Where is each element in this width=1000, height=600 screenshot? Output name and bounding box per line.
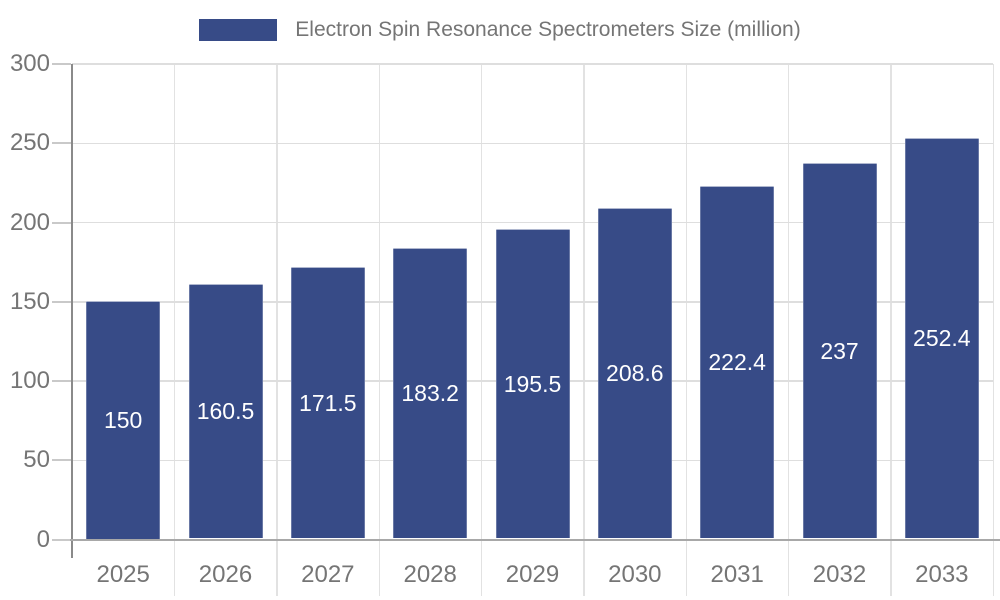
bar-value-label: 252.4 — [913, 325, 971, 352]
vertical-gridline — [890, 64, 892, 596]
horizontal-gridline — [72, 63, 993, 65]
x-axis-line — [70, 538, 1000, 541]
horizontal-gridline — [72, 221, 993, 224]
bar[interactable]: 183.2 — [393, 248, 468, 539]
horizontal-gridline — [72, 142, 993, 144]
legend-label: Electron Spin Resonance Spectrometers Si… — [295, 18, 801, 41]
x-axis-label: 2033 — [915, 561, 969, 588]
bar[interactable]: 195.5 — [495, 228, 570, 539]
vertical-gridline — [276, 64, 278, 596]
y-axis-label: 300 — [9, 50, 50, 77]
bar[interactable]: 160.5 — [188, 284, 263, 539]
y-axis-line — [70, 64, 73, 558]
bar-value-label: 222.4 — [708, 349, 766, 376]
bar-value-label: 183.2 — [401, 380, 459, 407]
bar-value-label: 237 — [820, 337, 859, 364]
bar-value-label: 208.6 — [606, 360, 664, 387]
x-axis-label: 2029 — [505, 561, 560, 588]
vertical-gridline — [992, 64, 994, 596]
bar-value-label: 150 — [103, 406, 143, 433]
x-axis-label: 2032 — [812, 561, 867, 588]
bar[interactable]: 208.6 — [597, 207, 672, 539]
y-axis-tick — [52, 380, 71, 382]
y-axis-tick — [52, 459, 71, 462]
y-axis-tick — [52, 221, 71, 224]
vertical-gridline — [480, 64, 483, 596]
bar-value-label: 171.5 — [299, 389, 357, 416]
bar[interactable]: 222.4 — [700, 185, 775, 539]
y-axis-label: 250 — [9, 129, 50, 157]
y-axis-label: 100 — [9, 367, 50, 394]
x-axis-label: 2028 — [403, 561, 457, 588]
y-axis-tick — [52, 142, 71, 145]
vertical-gridline — [378, 64, 380, 596]
bar[interactable]: 237 — [802, 162, 877, 539]
x-axis-label: 2030 — [608, 561, 662, 588]
bar[interactable]: 252.4 — [904, 138, 979, 539]
x-axis-label: 2031 — [710, 561, 764, 588]
vertical-gridline — [787, 64, 790, 596]
x-axis-label: 2026 — [198, 561, 253, 588]
bar-value-label: 160.5 — [196, 398, 255, 425]
y-axis-tick — [52, 538, 71, 541]
y-axis-tick — [52, 300, 71, 303]
y-axis-label: 200 — [9, 208, 50, 236]
y-axis-tick — [52, 63, 71, 65]
vertical-gridline — [685, 64, 687, 596]
vertical-gridline — [173, 64, 176, 596]
x-axis-label: 2025 — [96, 561, 150, 588]
legend-swatch — [199, 19, 278, 41]
bar[interactable]: 150 — [86, 300, 161, 539]
vertical-gridline — [583, 64, 585, 596]
legend-item[interactable]: Electron Spin Resonance Spectrometers Si… — [0, 17, 1000, 43]
y-axis-label: 50 — [23, 446, 50, 474]
y-axis-label: 0 — [36, 525, 50, 553]
bar[interactable]: 171.5 — [290, 266, 365, 539]
y-axis-label: 150 — [9, 287, 50, 315]
x-axis-label: 2027 — [301, 561, 355, 588]
bar-value-label: 195.5 — [503, 370, 562, 397]
